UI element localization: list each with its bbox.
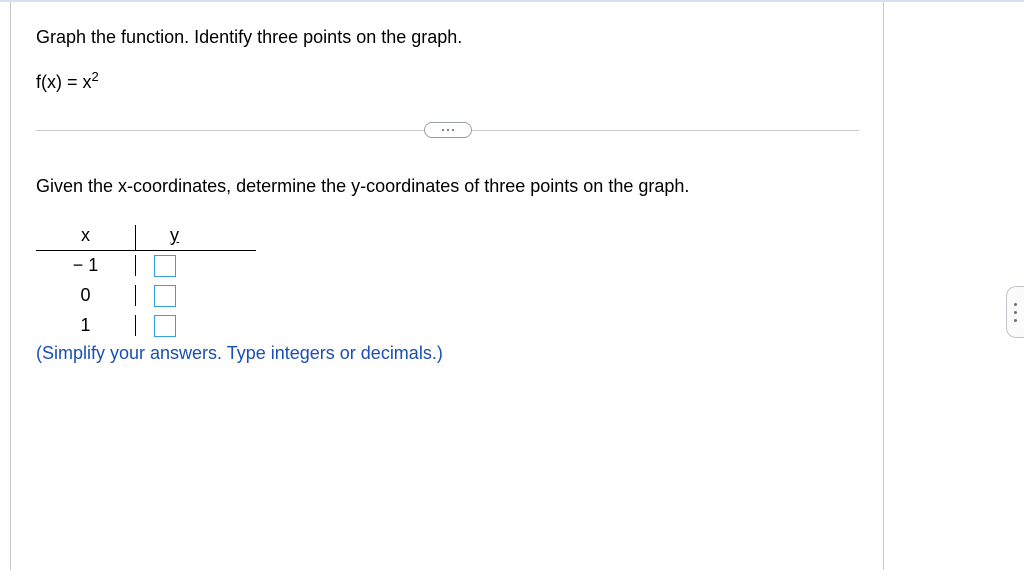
table-row: − 1 (36, 251, 859, 281)
answer-hint: (Simplify your answers. Type integers or… (36, 343, 859, 364)
side-panel-toggle[interactable] (1006, 286, 1024, 338)
table-row: 1 (36, 311, 859, 341)
column-header-x: x (36, 225, 136, 251)
dot-icon (1014, 319, 1017, 322)
formula-base: f(x) = x (36, 72, 92, 92)
problem-heading: Graph the function. Identify three point… (36, 24, 859, 51)
x-value-cell: − 1 (36, 255, 136, 276)
dot-icon (442, 129, 444, 131)
question-panel: Graph the function. Identify three point… (14, 2, 884, 570)
function-formula: f(x) = x2 (36, 69, 859, 93)
sub-prompt: Given the x-coordinates, determine the y… (36, 173, 859, 201)
column-header-y: y (136, 225, 256, 251)
expand-button[interactable] (424, 122, 472, 138)
dot-icon (1014, 303, 1017, 306)
xy-table: x y − 1 0 1 (36, 225, 859, 341)
y-value-cell (136, 285, 256, 308)
y-input-1[interactable] (154, 285, 176, 307)
table-header-row: x y (36, 225, 859, 251)
dot-icon (447, 129, 449, 131)
left-border (10, 2, 11, 570)
y-input-2[interactable] (154, 315, 176, 337)
table-row: 0 (36, 281, 859, 311)
y-value-cell (136, 315, 256, 338)
section-divider (36, 121, 859, 139)
x-value-cell: 0 (36, 285, 136, 306)
dot-icon (1014, 311, 1017, 314)
formula-exponent: 2 (92, 69, 99, 84)
dot-icon (452, 129, 454, 131)
x-value-cell: 1 (36, 315, 136, 336)
y-input-0[interactable] (154, 255, 176, 277)
y-value-cell (136, 255, 256, 278)
